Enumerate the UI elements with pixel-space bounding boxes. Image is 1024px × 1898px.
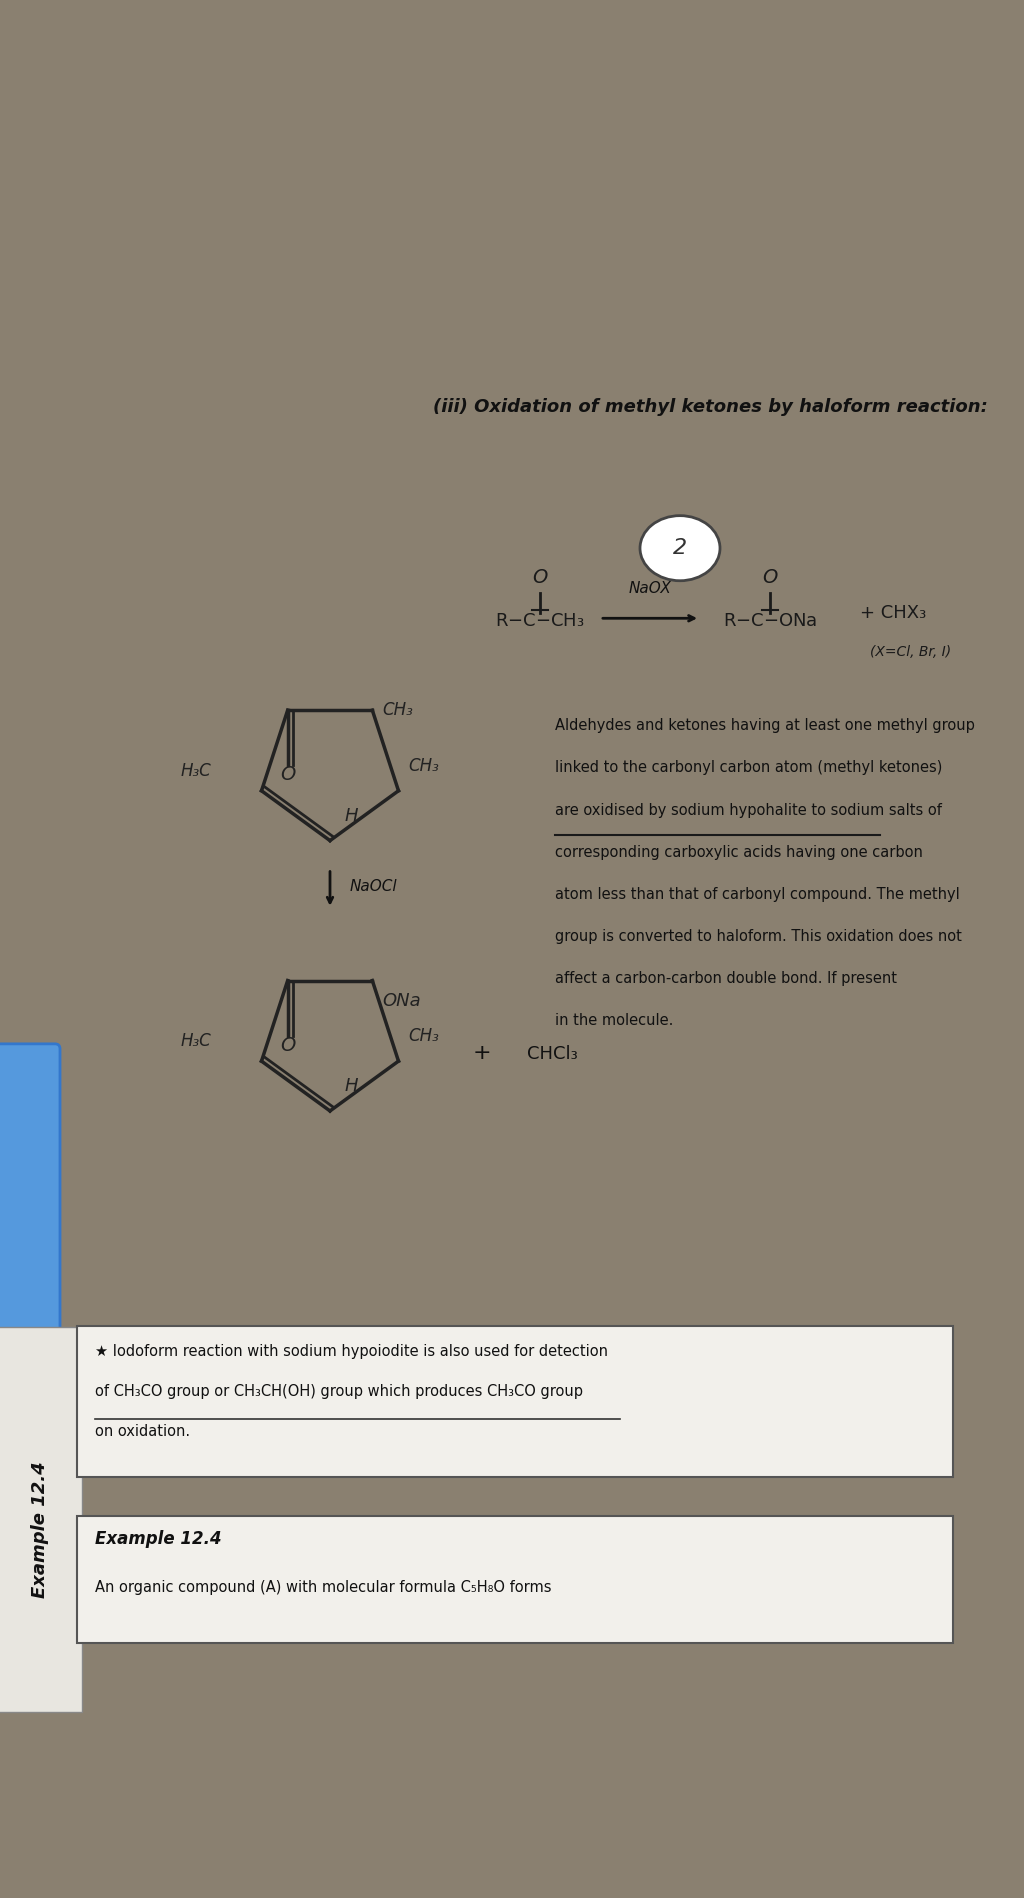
Text: ONa: ONa: [382, 991, 421, 1010]
FancyBboxPatch shape: [0, 1327, 82, 1712]
Text: 2: 2: [673, 539, 687, 558]
Text: H₃C: H₃C: [181, 761, 212, 780]
FancyBboxPatch shape: [0, 1044, 60, 1334]
Text: O: O: [532, 568, 548, 586]
Text: H₃C: H₃C: [181, 1033, 212, 1050]
Text: O: O: [280, 765, 295, 784]
Text: atom less than that of carbonyl compound. The methyl: atom less than that of carbonyl compound…: [555, 886, 959, 902]
Text: + CHX₃: + CHX₃: [860, 604, 927, 623]
Text: O: O: [280, 1036, 295, 1055]
Text: of CH₃CO group or CH₃CH(OH) group which produces CH₃CO group: of CH₃CO group or CH₃CH(OH) group which …: [95, 1384, 583, 1399]
Text: on oxidation.: on oxidation.: [95, 1424, 190, 1439]
Text: An organic compound (A) with molecular formula C₅H₈O forms: An organic compound (A) with molecular f…: [95, 1579, 552, 1594]
Text: affect a carbon-carbon double bond. If present: affect a carbon-carbon double bond. If p…: [555, 970, 897, 985]
Text: in the molecule.: in the molecule.: [555, 1014, 674, 1029]
Text: are oxidised by sodium hypohalite to sodium salts of: are oxidised by sodium hypohalite to sod…: [555, 803, 942, 818]
Text: (iii) Oxidation of methyl ketones by haloform reaction:: (iii) Oxidation of methyl ketones by hal…: [432, 399, 987, 416]
Text: group is converted to haloform. This oxidation does not: group is converted to haloform. This oxi…: [555, 928, 962, 943]
Text: O: O: [762, 568, 777, 586]
Text: corresponding carboxylic acids having one carbon: corresponding carboxylic acids having on…: [555, 845, 923, 860]
FancyBboxPatch shape: [77, 1327, 953, 1477]
Text: Example 12.4: Example 12.4: [95, 1530, 221, 1547]
FancyBboxPatch shape: [77, 1517, 953, 1642]
Text: CH₃: CH₃: [382, 700, 413, 719]
Text: Aldehydes and ketones having at least one methyl group: Aldehydes and ketones having at least on…: [555, 719, 975, 733]
Text: (X=Cl, Br, I): (X=Cl, Br, I): [870, 645, 951, 659]
Ellipse shape: [640, 516, 720, 581]
Text: H: H: [345, 1076, 358, 1095]
Text: CHCl₃: CHCl₃: [526, 1046, 578, 1063]
Text: +: +: [473, 1042, 492, 1063]
Text: CH₃: CH₃: [409, 757, 439, 774]
Text: CH₃: CH₃: [409, 1027, 439, 1046]
Text: H: H: [345, 807, 358, 824]
Text: R$-$C$-$ONa: R$-$C$-$ONa: [723, 613, 817, 630]
Text: linked to the carbonyl carbon atom (methyl ketones): linked to the carbonyl carbon atom (meth…: [555, 761, 942, 776]
Text: ★ Iodoform reaction with sodium hypoiodite is also used for detection: ★ Iodoform reaction with sodium hypoiodi…: [95, 1344, 608, 1359]
Text: NaOX: NaOX: [629, 581, 672, 596]
Text: R$-$C$-$CH₃: R$-$C$-$CH₃: [496, 613, 585, 630]
Text: NaOCl: NaOCl: [350, 879, 397, 894]
Text: Example 12.4: Example 12.4: [31, 1461, 49, 1598]
